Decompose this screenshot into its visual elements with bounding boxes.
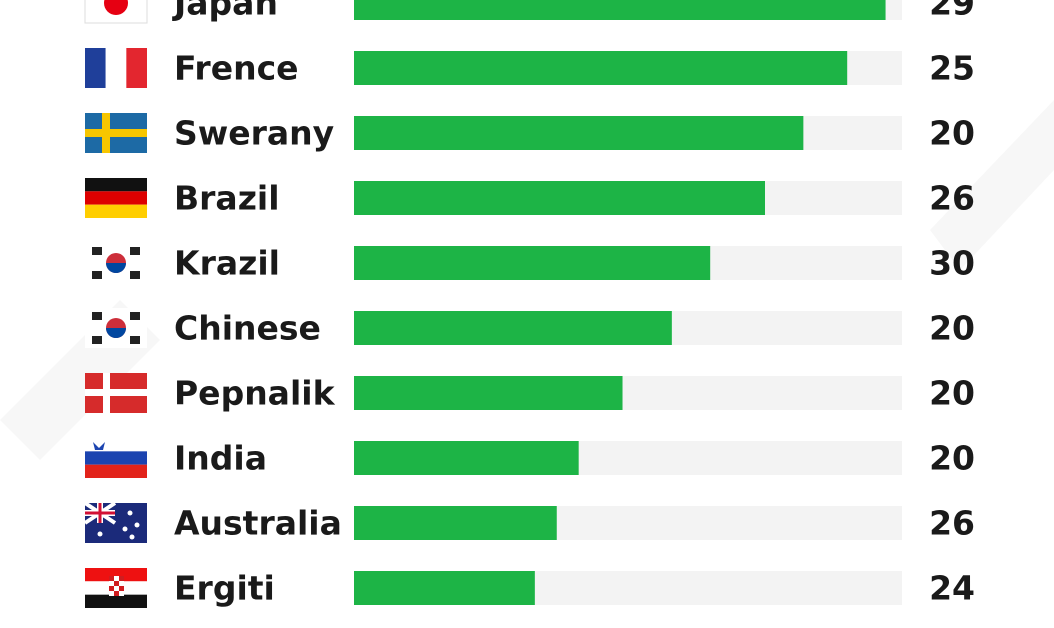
flag-part xyxy=(119,581,124,586)
row: Frence 25 xyxy=(85,48,975,88)
flag-part xyxy=(85,451,147,465)
country-name: India xyxy=(174,439,267,478)
flag-part xyxy=(93,442,105,450)
flag-part xyxy=(106,263,126,273)
score: 20 xyxy=(929,374,975,413)
bar xyxy=(354,376,623,410)
flag-part xyxy=(85,389,147,396)
flag-part xyxy=(106,328,126,338)
country-name: Pepnalik xyxy=(174,374,336,413)
flag xyxy=(85,308,147,348)
country-name: Australia xyxy=(174,504,342,543)
row: Brazil 26 xyxy=(85,178,975,218)
flag-part xyxy=(85,204,147,218)
flag xyxy=(84,0,148,24)
flag xyxy=(85,438,147,478)
flag-part xyxy=(109,586,114,591)
flag-part xyxy=(97,531,103,537)
flag-part xyxy=(92,247,102,255)
country-name: Swerany xyxy=(174,114,334,153)
bar xyxy=(354,181,765,215)
flag-part xyxy=(119,586,124,591)
flag-part xyxy=(127,510,133,516)
flag-part xyxy=(126,48,147,88)
score: 20 xyxy=(929,114,975,153)
flag-part xyxy=(130,312,140,320)
flag-part xyxy=(85,511,115,515)
flag-part xyxy=(85,568,147,582)
flag-part xyxy=(109,591,114,596)
country-name: Krazil xyxy=(174,244,280,283)
bar xyxy=(354,441,579,475)
country-name: Chinese xyxy=(174,309,321,348)
bar xyxy=(354,116,804,150)
score: 26 xyxy=(929,504,975,543)
flag xyxy=(85,243,147,283)
flag-part xyxy=(92,336,102,344)
flag-part xyxy=(122,526,128,532)
bar xyxy=(354,506,557,540)
flag-part xyxy=(109,581,114,586)
flag-part xyxy=(129,534,135,540)
flag-part xyxy=(114,581,119,586)
flag xyxy=(85,373,147,413)
flag-part xyxy=(85,129,147,137)
flag-part xyxy=(85,48,106,88)
flag-part xyxy=(130,336,140,344)
bar xyxy=(354,246,711,280)
score: 29 xyxy=(929,0,975,23)
flag-part xyxy=(130,271,140,279)
flag xyxy=(85,178,147,218)
flag-part xyxy=(114,576,119,581)
flag xyxy=(85,568,147,608)
flag-part xyxy=(85,594,147,608)
country-name: Ergiti xyxy=(174,569,275,608)
bar xyxy=(354,51,848,85)
flag-part xyxy=(119,576,124,581)
score: 24 xyxy=(929,569,975,608)
row: Krazil 30 xyxy=(85,243,975,283)
flag-part xyxy=(105,48,127,88)
flag-part xyxy=(92,312,102,320)
flag xyxy=(85,48,147,88)
flag xyxy=(85,113,147,153)
country-name: Brazil xyxy=(174,179,280,218)
flag-part xyxy=(92,271,102,279)
row: Swerany 20 xyxy=(85,113,975,153)
row: Ergiti 24 xyxy=(85,568,975,608)
score: 30 xyxy=(929,244,975,283)
bar xyxy=(354,311,672,345)
bar xyxy=(354,0,886,20)
bar xyxy=(354,571,535,605)
score: 20 xyxy=(929,439,975,478)
flag-part xyxy=(114,586,119,591)
flag xyxy=(83,501,147,543)
row: Australia 26 xyxy=(83,501,975,543)
flag-part xyxy=(85,178,147,192)
score: 25 xyxy=(929,49,975,88)
flag-part xyxy=(130,247,140,255)
country-name: Frence xyxy=(174,49,299,88)
background-shape xyxy=(930,100,1054,270)
row: Pepnalik 20 xyxy=(85,373,975,413)
flag-part xyxy=(85,464,147,478)
flag-part xyxy=(85,191,147,205)
flag-part xyxy=(119,591,124,596)
flag-part xyxy=(134,522,140,528)
score: 20 xyxy=(929,309,975,348)
flag-part xyxy=(104,0,128,15)
row: Japan 29 xyxy=(84,0,975,24)
country-name: Japan xyxy=(172,0,278,23)
flag-part xyxy=(114,591,119,596)
row: Chinese 20 xyxy=(85,308,975,348)
score: 26 xyxy=(929,179,975,218)
flag-part xyxy=(109,576,114,581)
rows: Japan 29 Frence 25 Swerany 20 Brazil 26 Krazil 30… xyxy=(83,0,975,608)
row: India 20 xyxy=(85,438,975,478)
